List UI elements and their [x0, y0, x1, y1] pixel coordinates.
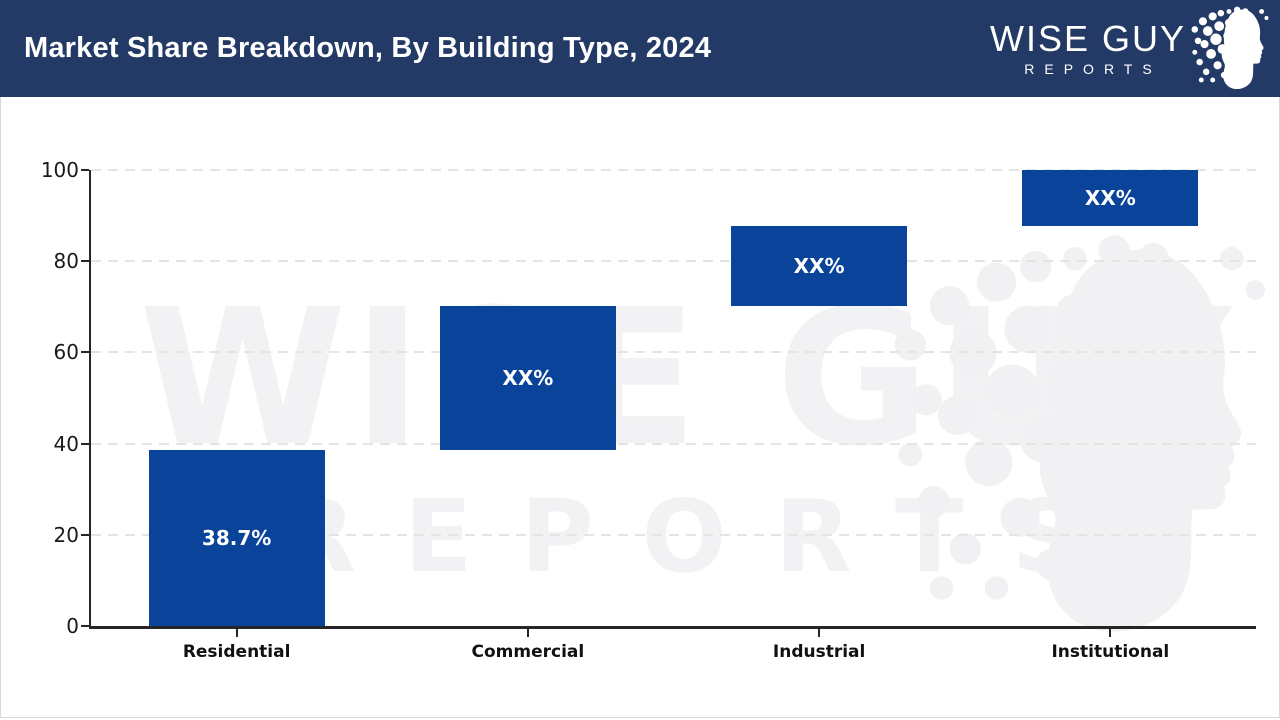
grid-line — [91, 169, 1256, 172]
x-category-label: Institutional — [1051, 642, 1170, 662]
plot: 38.7% XX% XX% XX% — [89, 169, 1256, 629]
bar: 38.7% — [148, 449, 325, 626]
y-tick-mark — [81, 442, 89, 445]
y-tick-label: 100 — [40, 158, 79, 182]
y-tick-label: 80 — [53, 249, 79, 274]
y-tick-mark — [81, 260, 89, 263]
y-tick-label: 20 — [53, 522, 79, 547]
x-tick-mark — [818, 629, 821, 637]
grid-line — [91, 442, 1256, 445]
bar-value-label: XX% — [793, 253, 845, 278]
x-tick-mark — [235, 629, 238, 637]
bar: XX% — [1022, 170, 1199, 227]
wiseguy-logo: WISE GUY REPORTS — [990, 5, 1270, 93]
bar: XX% — [439, 305, 616, 450]
grid-line — [91, 351, 1256, 354]
bar-value-label: XX% — [1084, 186, 1136, 211]
bar: XX% — [731, 226, 908, 306]
y-tick-mark — [81, 351, 89, 354]
x-category-label: Industrial — [772, 642, 866, 662]
y-tick-mark — [81, 533, 89, 536]
wiseguy-head-icon — [1191, 6, 1269, 89]
logo-subtitle: REPORTS — [1024, 60, 1162, 77]
y-tick-mark — [81, 169, 89, 171]
x-tick-mark — [1109, 629, 1112, 637]
logo-wordmark: WISE GUY — [989, 17, 1186, 59]
chart-title: Market Share Breakdown, By Building Type… — [24, 32, 712, 64]
grid-line — [91, 260, 1256, 263]
y-tick-label: 0 — [66, 614, 79, 638]
wiseguy-logo-text: WISE GUY REPORTS — [989, 17, 1186, 77]
header: Market Share Breakdown, By Building Type… — [0, 0, 1280, 97]
x-category-label: Residential — [182, 642, 291, 662]
x-category-label: Commercial — [471, 642, 585, 662]
y-tick-label: 40 — [53, 431, 79, 456]
grid-line — [91, 533, 1256, 536]
bar-value-label: XX% — [502, 365, 554, 390]
bar-value-label: 38.7% — [201, 525, 272, 550]
x-tick-mark — [526, 629, 529, 637]
chart-area: WISE GUY REPORTS 38.7% XX% XX% XX% 0 20 40 60 8… — [0, 97, 1280, 718]
y-tick-mark — [81, 625, 89, 627]
y-tick-label: 60 — [53, 340, 79, 365]
